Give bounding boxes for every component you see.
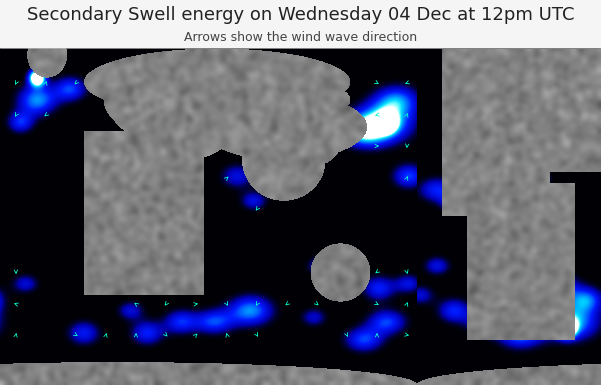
Text: Secondary Swell energy on Wednesday 04 Dec at 12pm UTC: Secondary Swell energy on Wednesday 04 D… (27, 7, 574, 24)
Text: Arrows show the wind wave direction: Arrows show the wind wave direction (184, 31, 417, 44)
